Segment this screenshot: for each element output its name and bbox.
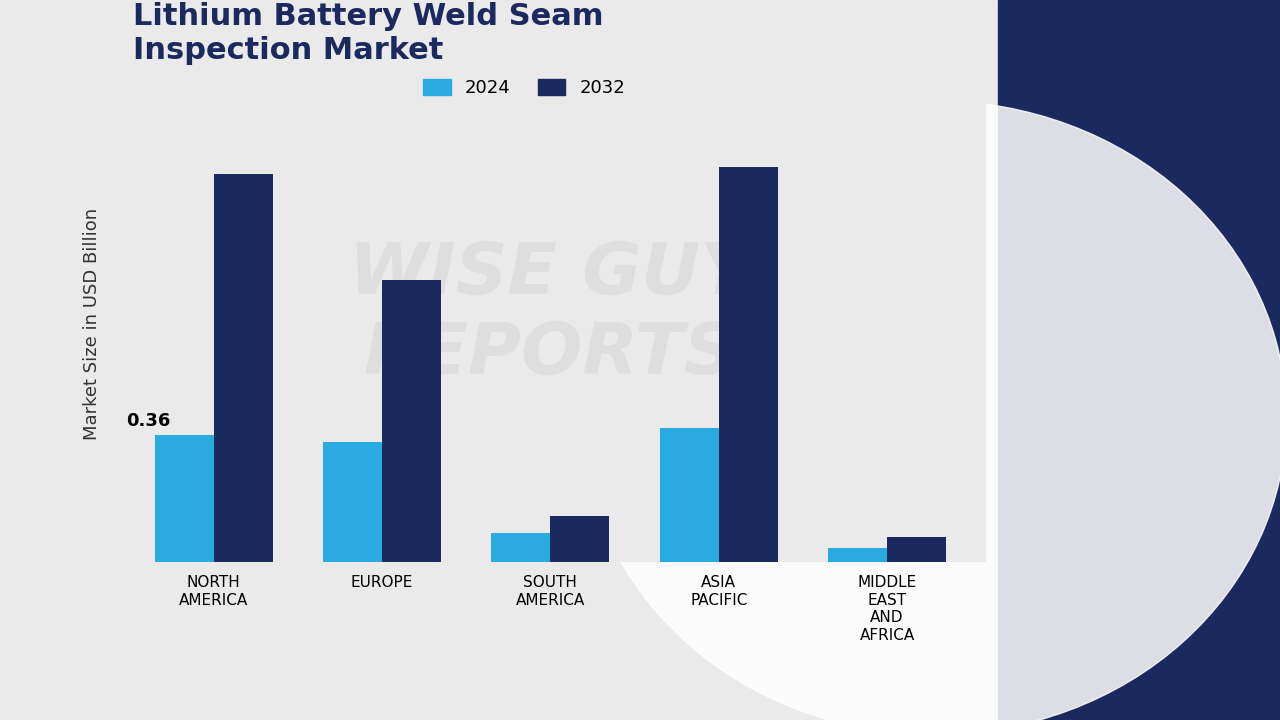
Bar <box>550 516 609 562</box>
Text: 0.36: 0.36 <box>125 412 170 430</box>
Bar <box>828 547 887 562</box>
Bar <box>492 534 550 562</box>
Bar <box>887 537 946 562</box>
Legend: 2024, 2032: 2024, 2032 <box>416 72 632 104</box>
Bar <box>323 442 381 562</box>
Text: Lithium Battery Weld Seam
Inspection Market: Lithium Battery Weld Seam Inspection Mar… <box>133 2 603 65</box>
Bar <box>214 174 273 562</box>
Bar <box>659 428 719 562</box>
Text: WISE GUY
REPORTS: WISE GUY REPORTS <box>348 240 753 389</box>
Bar <box>155 435 214 562</box>
Bar <box>381 280 442 562</box>
Y-axis label: Market Size in USD Billion: Market Size in USD Billion <box>83 208 101 440</box>
Bar <box>719 167 778 562</box>
